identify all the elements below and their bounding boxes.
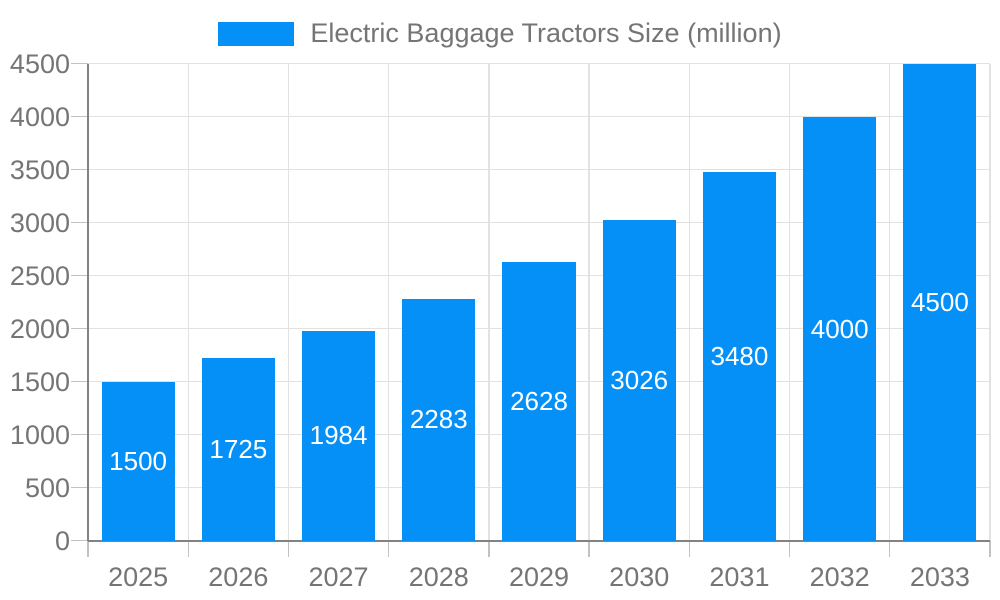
x-axis-category-label: 2032 [809, 562, 870, 592]
x-axis-tick [87, 541, 89, 557]
y-axis-tick [71, 222, 88, 224]
x-axis-category-label: 2027 [308, 562, 369, 592]
y-axis-tick [71, 63, 88, 65]
gridline-vertical [488, 64, 490, 541]
gridline-horizontal [88, 63, 990, 65]
x-axis-line [88, 540, 990, 542]
bar: 4500 [903, 64, 977, 541]
y-axis-tick-label: 4500 [9, 49, 70, 79]
x-axis-category-label: 2025 [108, 562, 169, 592]
y-axis-tick-label: 0 [54, 526, 70, 556]
x-axis-category-label: 2026 [208, 562, 269, 592]
y-axis-tick [71, 169, 88, 171]
bar-value-label: 4000 [810, 313, 869, 344]
gridline-vertical [588, 64, 590, 541]
y-axis-tick [71, 540, 88, 542]
x-axis-tick [187, 541, 189, 557]
bar-value-label: 2628 [510, 386, 568, 417]
x-axis-tick [989, 541, 991, 557]
bar-value-label: 3026 [610, 365, 669, 396]
x-axis-tick [688, 541, 691, 557]
bar-value-label: 3480 [710, 341, 769, 372]
legend-swatch [218, 21, 295, 46]
gridline-vertical [788, 64, 791, 541]
bar-value-label: 1984 [309, 420, 368, 451]
y-axis-tick [71, 381, 88, 383]
y-axis-tick-label: 2500 [9, 261, 70, 291]
bar: 4000 [803, 117, 877, 541]
x-axis-category-label: 2033 [909, 562, 970, 592]
gridline-vertical [688, 64, 691, 541]
gridline-horizontal [88, 169, 990, 171]
y-axis-tick-label: 3000 [9, 208, 70, 238]
legend: Electric Baggage Tractors Size (million) [0, 18, 1000, 49]
y-axis-tick-label: 4000 [9, 102, 70, 132]
x-axis-tick [889, 541, 891, 557]
x-axis-category-label: 2031 [709, 562, 770, 592]
y-axis-line [87, 64, 89, 541]
bar-value-label: 1725 [209, 434, 268, 465]
gridline-horizontal [88, 116, 990, 118]
gridline-horizontal [88, 222, 990, 224]
y-axis-tick-label: 2000 [9, 314, 70, 344]
x-axis-tick [588, 541, 590, 557]
gridline-vertical [989, 64, 991, 541]
gridline-vertical [287, 64, 290, 541]
x-axis-tick [287, 541, 290, 557]
y-axis-tick [71, 328, 88, 330]
y-axis-tick-label: 1500 [9, 367, 70, 397]
x-axis-category-label: 2028 [408, 562, 469, 592]
bar: 1725 [201, 358, 275, 541]
bar-value-label: 1500 [109, 446, 168, 476]
y-axis-tick [71, 275, 88, 277]
y-axis-tick [71, 116, 88, 118]
y-axis-tick-label: 3500 [9, 155, 70, 185]
bar: 2628 [502, 262, 576, 541]
x-axis-category-label: 2030 [609, 562, 670, 592]
y-axis-tick-label: 1000 [9, 420, 70, 450]
x-axis-tick [488, 541, 490, 557]
gridline-vertical [187, 64, 189, 541]
y-axis-tick [71, 434, 88, 436]
bar: 3026 [602, 220, 676, 541]
x-axis-tick [788, 541, 791, 557]
bar: 1500 [101, 382, 175, 541]
x-axis-tick [387, 541, 390, 557]
bar: 1984 [301, 330, 376, 541]
y-axis-tick [71, 487, 88, 489]
chart-title: Electric Baggage Tractors Size (million) [310, 18, 782, 48]
bar: 2283 [402, 299, 476, 541]
gridline-vertical [889, 64, 891, 541]
x-axis-category-label: 2029 [508, 562, 570, 592]
gridline-vertical [387, 64, 390, 541]
y-axis-tick-label: 500 [24, 473, 70, 503]
bar-value-label: 2283 [409, 404, 468, 435]
bar-value-label: 4500 [910, 287, 969, 317]
bar: 3480 [702, 172, 777, 541]
